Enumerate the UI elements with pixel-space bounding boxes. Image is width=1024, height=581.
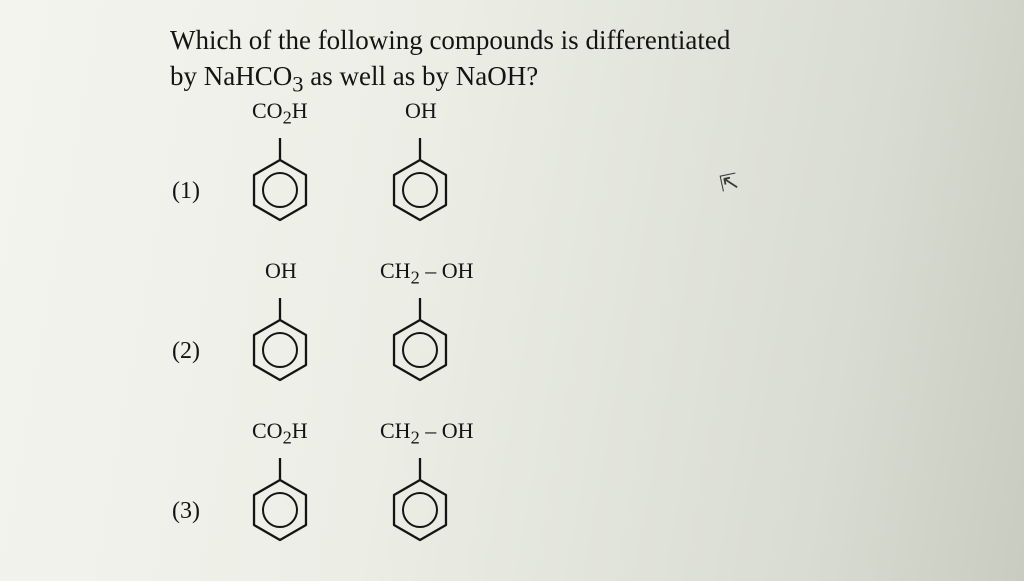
benzene-ring-3a [240, 440, 320, 550]
benzene-ring-1a [240, 120, 320, 230]
option-1-number: (1) [172, 178, 200, 205]
question-line2-mid: as well as by NaOH? [304, 61, 539, 91]
question-stem: Which of the following compounds is diff… [170, 22, 730, 100]
benzene-ring-1b [380, 120, 460, 230]
question-line2-prefix: by NaHCO [170, 61, 292, 91]
mouse-cursor-icon: ⇱ [717, 168, 740, 197]
question-line1: Which of the following compounds is diff… [170, 25, 730, 55]
option-3-number: (3) [172, 498, 200, 525]
option-2-number: (2) [172, 338, 200, 365]
question-sub1: 3 [292, 72, 303, 97]
benzene-ring-2b [380, 280, 460, 390]
benzene-ring-3b [380, 440, 460, 550]
benzene-ring-2a [240, 280, 320, 390]
